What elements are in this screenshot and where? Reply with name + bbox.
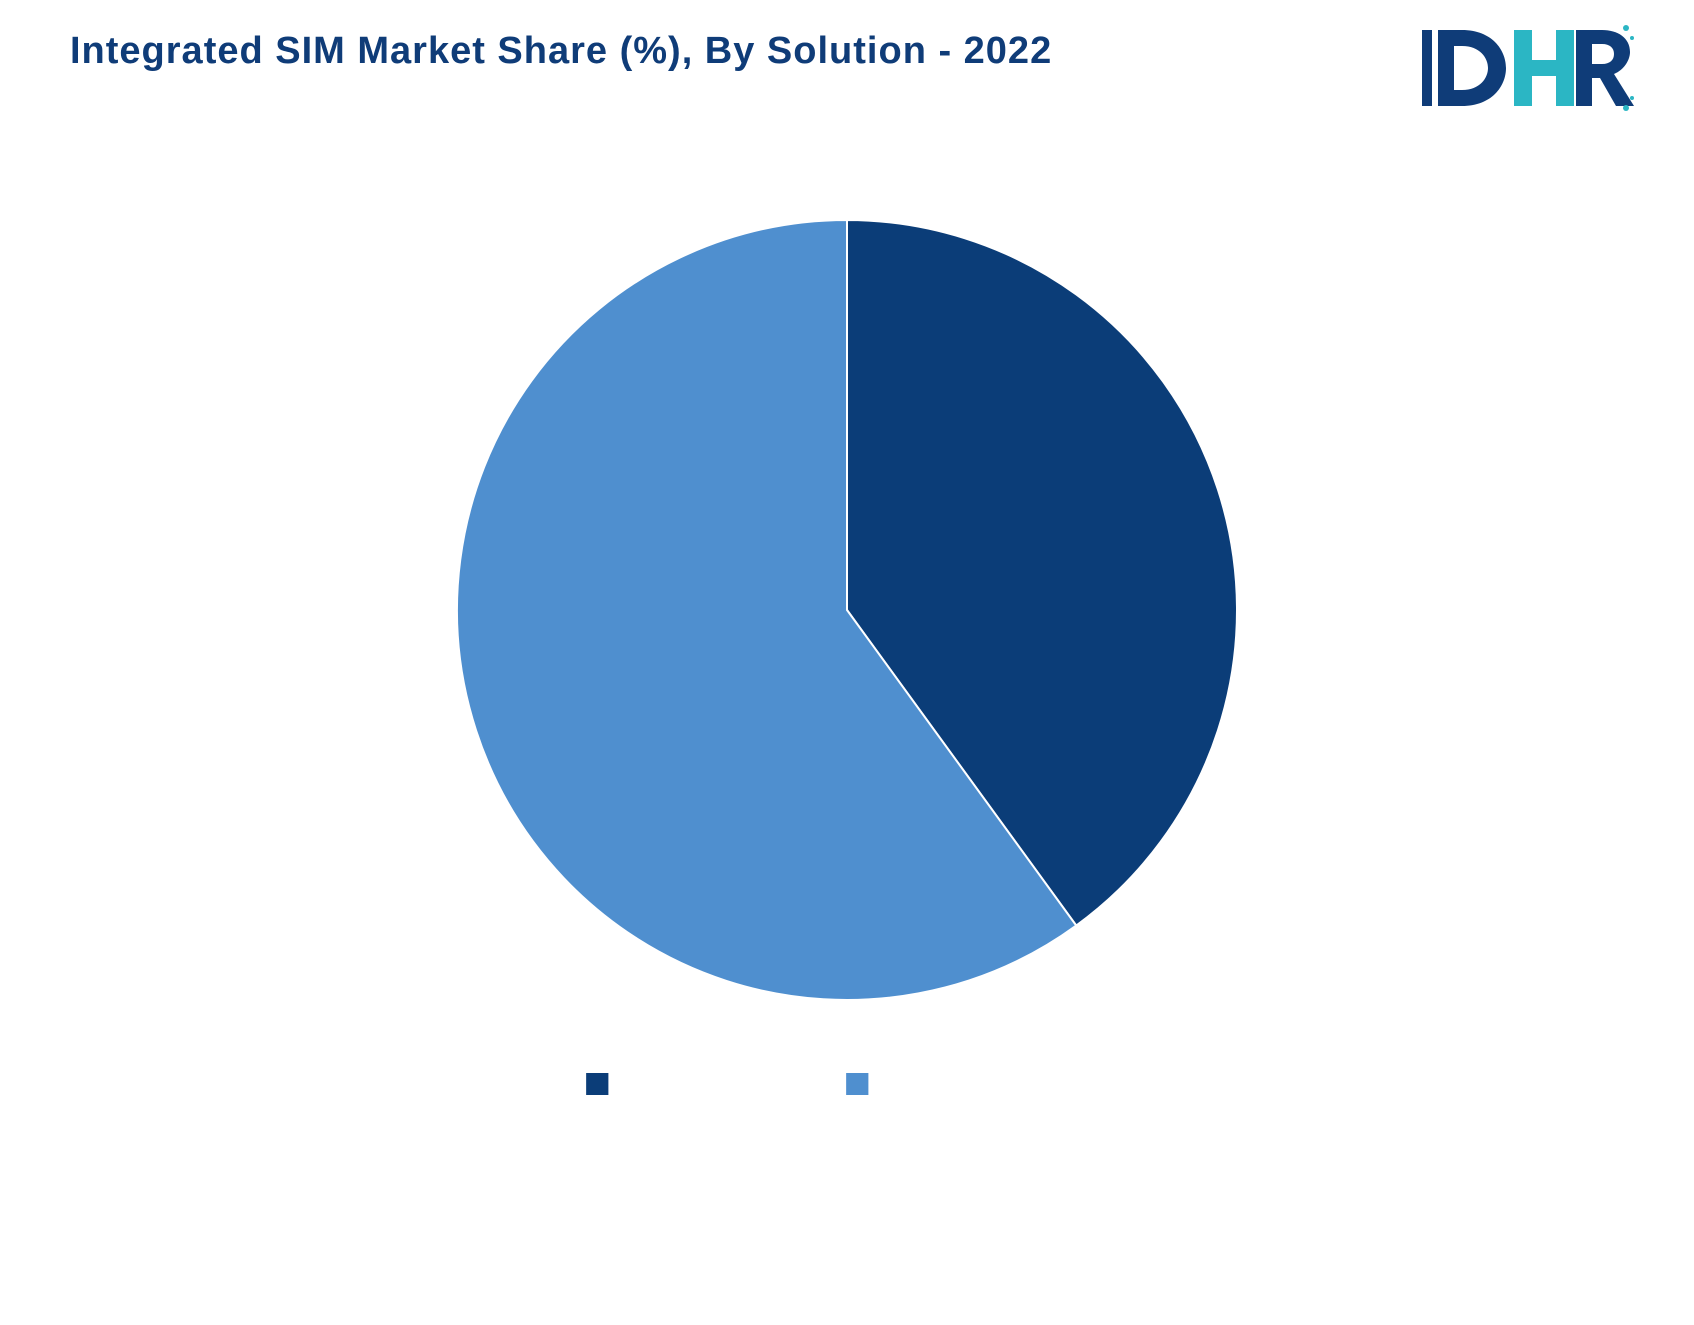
brand-logo xyxy=(1414,18,1634,118)
legend-item-1: Connectivity services xyxy=(846,1070,1107,1098)
pie-svg xyxy=(457,220,1237,1000)
legend-swatch-icon xyxy=(846,1073,868,1095)
chart-container: Integrated SIM Market Share (%), By Solu… xyxy=(0,0,1694,1325)
legend-swatch-icon xyxy=(586,1073,608,1095)
pie-chart xyxy=(457,220,1237,1005)
chart-legend: Hardware Connectivity services xyxy=(586,1070,1107,1098)
legend-label: Connectivity services xyxy=(882,1070,1107,1098)
legend-item-0: Hardware xyxy=(586,1070,726,1098)
legend-label: Hardware xyxy=(622,1070,726,1098)
chart-title: Integrated SIM Market Share (%), By Solu… xyxy=(70,30,1052,73)
